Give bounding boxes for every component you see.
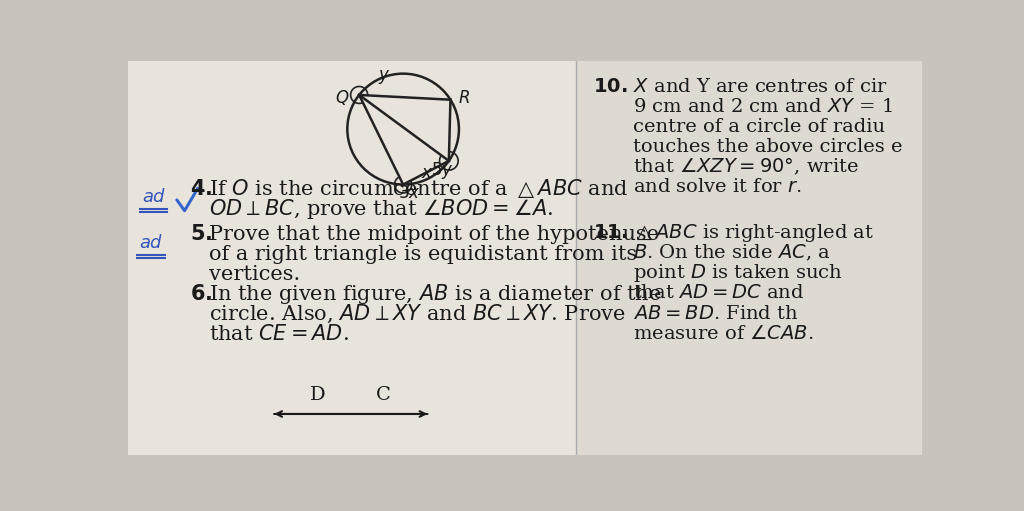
Text: $\mathbf{11.}$: $\mathbf{11.}$ bbox=[593, 224, 628, 242]
Text: touches the above circles e: touches the above circles e bbox=[633, 138, 903, 156]
Text: point $D$ is taken such: point $D$ is taken such bbox=[633, 263, 843, 285]
Text: that $CE = AD$.: that $CE = AD$. bbox=[209, 324, 349, 344]
Text: $\mathbf{10.}$: $\mathbf{10.}$ bbox=[593, 78, 628, 96]
Text: $5y$: $5y$ bbox=[431, 160, 454, 181]
Text: $X$ and Y are centres of cir: $X$ and Y are centres of cir bbox=[633, 78, 888, 96]
Text: C: C bbox=[376, 386, 391, 404]
Text: ad: ad bbox=[139, 234, 162, 251]
Text: $Q$: $Q$ bbox=[336, 88, 350, 107]
Text: $OD \perp BC$, prove that $\angle BOD = \angle A$.: $OD \perp BC$, prove that $\angle BOD = … bbox=[209, 197, 554, 221]
Text: $\mathbf{5.}$: $\mathbf{5.}$ bbox=[190, 224, 212, 244]
Text: circle. Also, $AD \perp XY$ and $BC \perp XY$. Prove: circle. Also, $AD \perp XY$ and $BC \per… bbox=[209, 303, 626, 325]
Text: $AB = BD$. Find th: $AB = BD$. Find th bbox=[633, 305, 799, 322]
Text: $x$: $x$ bbox=[421, 164, 433, 182]
Text: In the given figure, $AB$ is a diameter of the: In the given figure, $AB$ is a diameter … bbox=[209, 282, 662, 306]
Text: $R$: $R$ bbox=[458, 89, 470, 107]
Text: $\triangle ABC$ is right-angled at: $\triangle ABC$ is right-angled at bbox=[633, 222, 874, 244]
FancyBboxPatch shape bbox=[128, 61, 575, 455]
Text: 9 cm and 2 cm and $XY$ = 1: 9 cm and 2 cm and $XY$ = 1 bbox=[633, 98, 893, 116]
Text: If $O$ is the circumcentre of a $\triangle ABC$ and: If $O$ is the circumcentre of a $\triang… bbox=[209, 176, 629, 199]
Text: ad: ad bbox=[142, 188, 164, 206]
Text: $3x$: $3x$ bbox=[398, 184, 421, 202]
Text: $B$. On the side $AC$, a: $B$. On the side $AC$, a bbox=[633, 243, 830, 263]
Text: that $AD = DC$ and: that $AD = DC$ and bbox=[633, 285, 805, 303]
Text: D: D bbox=[310, 386, 326, 404]
Text: of a right triangle is equidistant from its: of a right triangle is equidistant from … bbox=[209, 245, 638, 264]
Text: that $\angle XZY = 90°$, write: that $\angle XZY = 90°$, write bbox=[633, 156, 859, 177]
Text: and solve it for $r$.: and solve it for $r$. bbox=[633, 178, 802, 196]
FancyBboxPatch shape bbox=[575, 61, 922, 455]
Text: $y$: $y$ bbox=[378, 67, 390, 85]
Text: $\mathbf{6.}$: $\mathbf{6.}$ bbox=[190, 284, 212, 304]
Text: measure of $\angle CAB$.: measure of $\angle CAB$. bbox=[633, 324, 814, 342]
Text: $\mathbf{4.}$: $\mathbf{4.}$ bbox=[190, 178, 212, 199]
Text: centre of a circle of radiu: centre of a circle of radiu bbox=[633, 118, 886, 136]
Text: Prove that the midpoint of the hypotenuse: Prove that the midpoint of the hypotenus… bbox=[209, 225, 659, 244]
Text: vertices.: vertices. bbox=[209, 265, 301, 284]
